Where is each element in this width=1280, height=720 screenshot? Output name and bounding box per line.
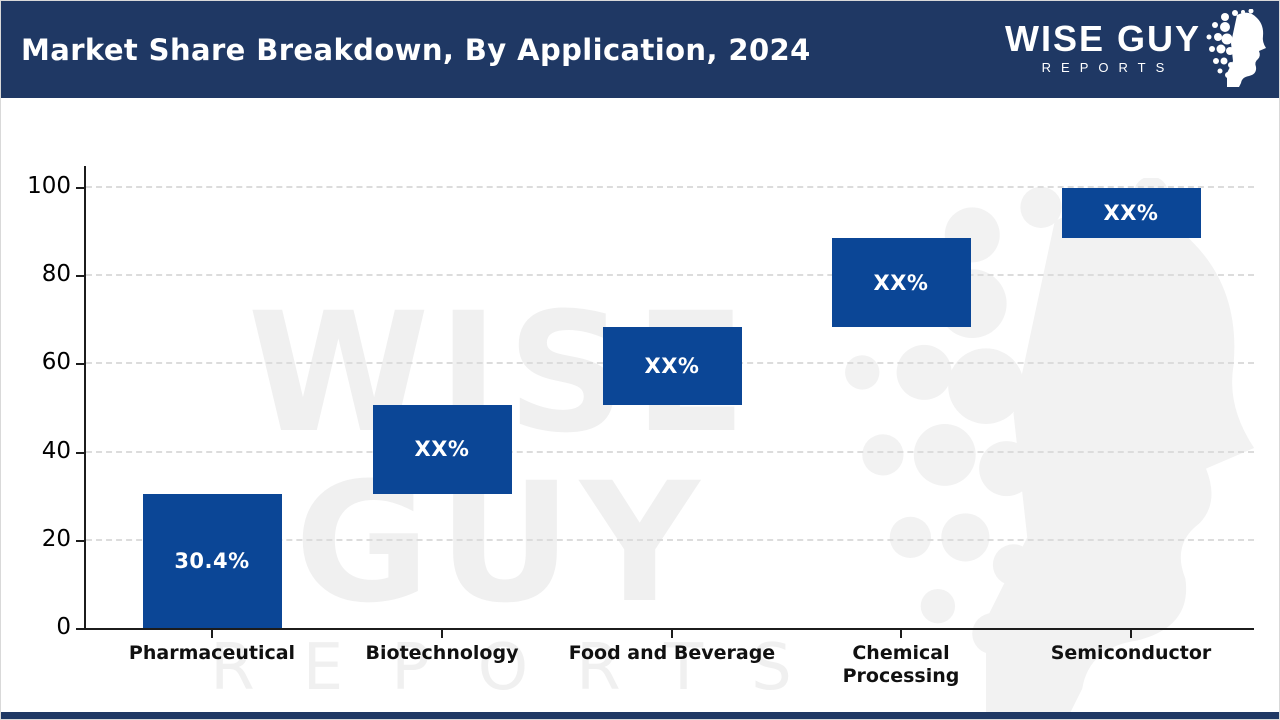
chart-area: WISE GUY REPORTS 0 20 40 60 80 100 30.4% Pharma… [1,98,1279,717]
y-axis [84,166,86,630]
gridline-100 [86,186,1254,188]
category-label-biotechnology: Biotechnology [365,642,519,664]
gridline-20 [86,538,1254,541]
category-label-chemical-processing: Chemical Processing [842,642,960,687]
logo-wordmark: WISE GUY [1004,18,1201,59]
footer-bar [1,712,1279,719]
x-tickmark-chemical-processing [900,630,902,638]
x-tickmark-food-and-beverage [671,630,673,638]
watermark-subtitle: REPORTS [210,631,840,705]
y-tickmark-100 [76,187,84,189]
y-tickmark-60 [76,363,84,366]
logo-head-icon [1206,9,1266,87]
bar-value-label-pharmaceutical: 30.4% [174,548,250,573]
bar-pharmaceutical: 30.4% [142,493,282,628]
page-title: Market Share Breakdown, By Application, … [21,32,811,67]
bar-value-label-semiconductor: XX% [1103,201,1159,226]
gridline-40 [86,450,1254,453]
y-tickmark-20 [76,539,84,542]
y-tick-label-40: 40 [41,437,71,464]
bar-value-label-biotechnology: XX% [414,437,470,462]
x-axis [86,628,1254,630]
logo-subtitle: REPORTS [1041,60,1175,75]
header: Market Share Breakdown, By Application, … [1,1,1279,98]
bar-food-and-beverage: XX% [602,327,742,405]
x-tickmark-pharmaceutical [211,630,213,638]
y-tick-label-80: 80 [41,261,71,288]
y-tickmark-40 [76,451,84,454]
x-tickmark-semiconductor [1130,630,1132,638]
x-tickmark-biotechnology [441,630,443,638]
category-label-semiconductor: Semiconductor [1050,642,1212,664]
bar-chemical-processing: XX% [831,238,971,328]
y-tick-label-20: 20 [41,525,71,552]
logo: WISE GUY REPORTS [1005,9,1267,87]
bar-value-label-food-and-beverage: XX% [644,354,700,379]
bar-semiconductor: XX% [1061,188,1201,239]
logo-text: WISE GUY REPORTS [1005,19,1201,77]
category-label-pharmaceutical: Pharmaceutical [128,642,296,664]
y-tick-label-60: 60 [41,349,71,376]
y-tickmark-80 [76,275,84,278]
bar-biotechnology: XX% [372,404,512,494]
y-tick-label-100: 100 [27,173,71,199]
gridline-80 [86,274,1254,277]
y-tickmark-0 [76,628,84,630]
category-label-food-and-beverage: Food and Beverage [568,642,776,664]
bar-value-label-chemical-processing: XX% [873,270,929,295]
y-tick-label-0: 0 [56,614,71,640]
